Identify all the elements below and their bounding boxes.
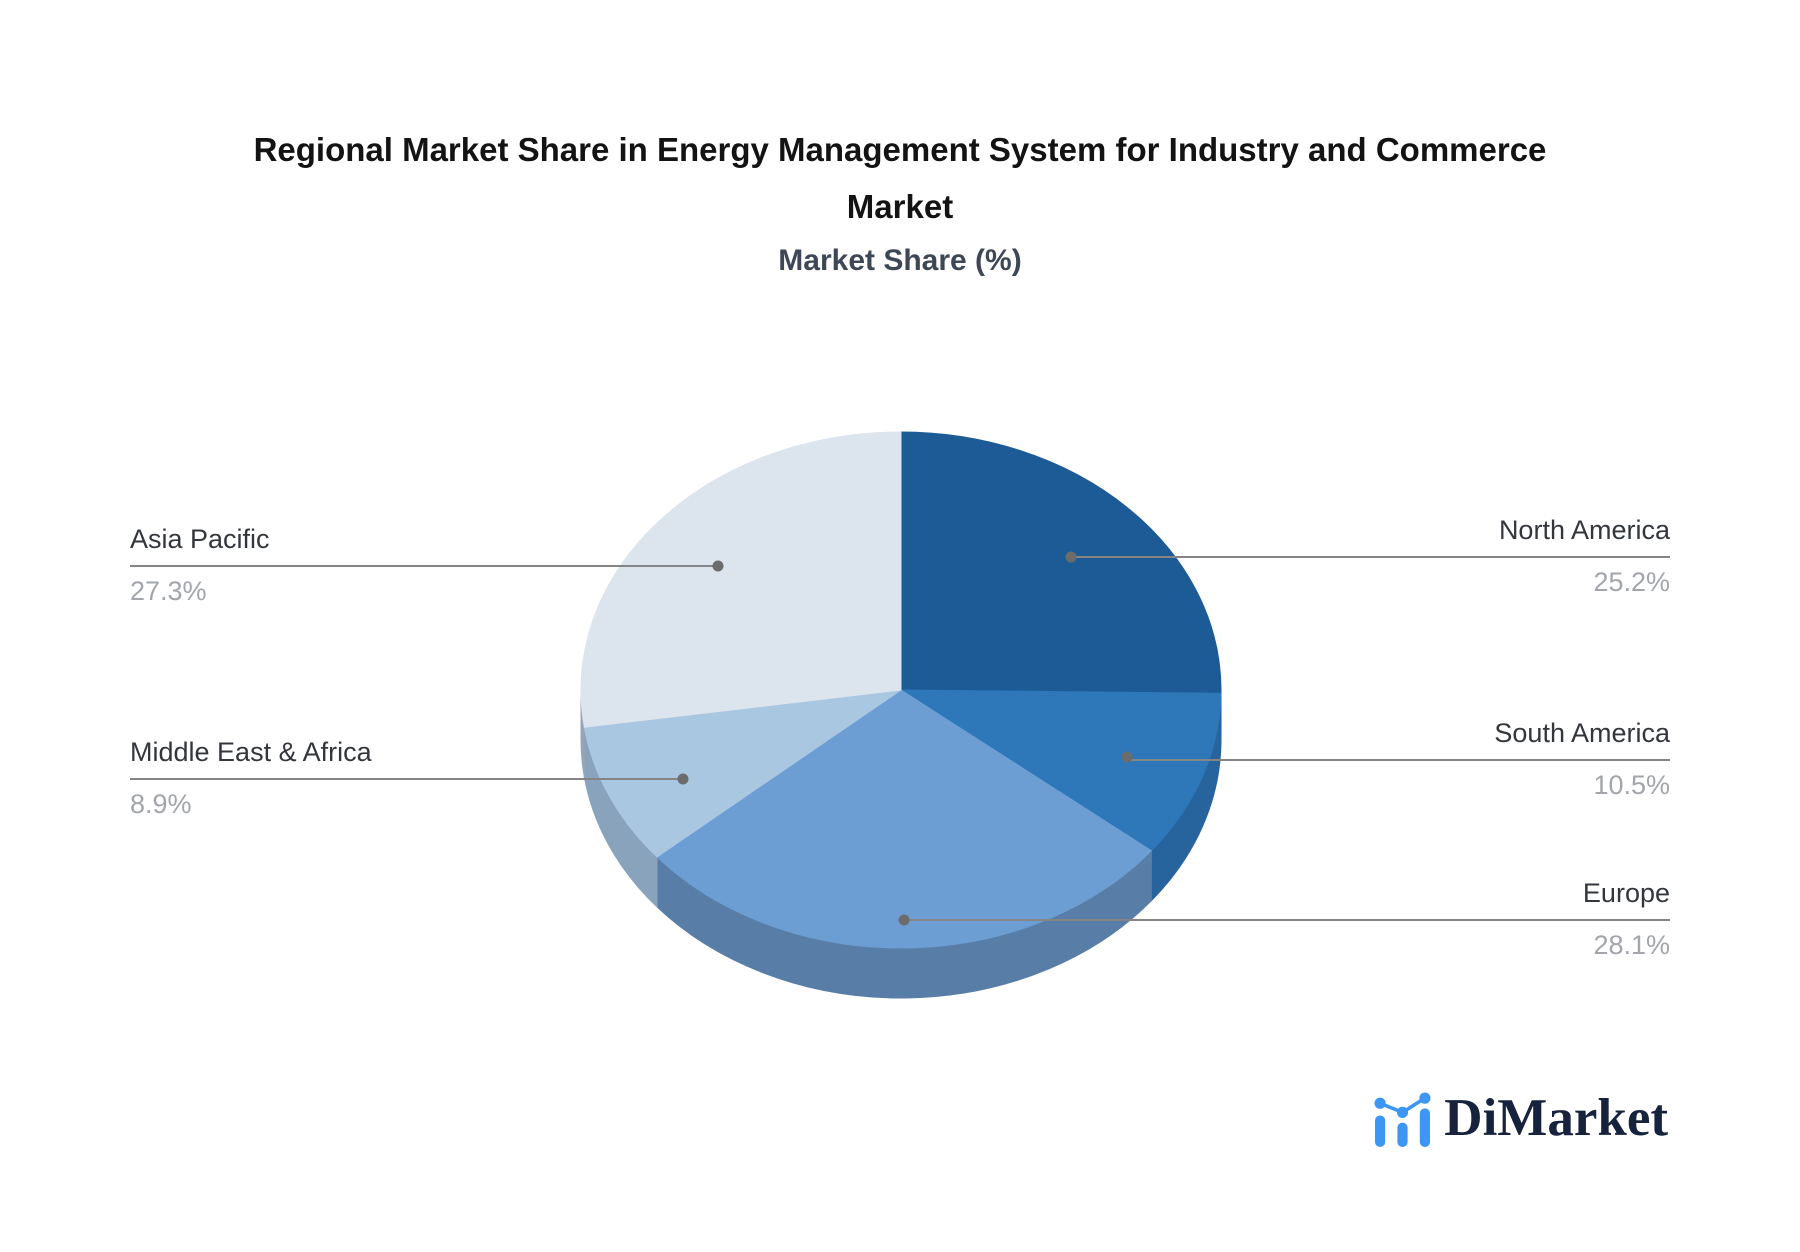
slice-label-text: Asia Pacific [130, 524, 270, 554]
label-leader-dot-middle-east-africa [677, 773, 689, 785]
dimarket-logo: DiMarket [1374, 1088, 1668, 1148]
slice-label-south-america: South America 10.5% [1050, 716, 1670, 800]
slice-label-middle-east-africa: Middle East & Africa 8.9% [130, 735, 750, 819]
chart-header: Regional Market Share in Energy Manageme… [0, 121, 1800, 278]
slice-label-percent: 10.5% [1593, 770, 1670, 800]
slice-label-text: North America [1498, 515, 1670, 545]
label-leader-dot-asia-pacific [712, 560, 724, 572]
slice-label-text: Europe [1582, 878, 1670, 908]
chart-subtitle: Market Share (%) [778, 244, 1022, 277]
slice-label-percent: 27.3% [130, 576, 207, 606]
pie-slice-europe [656, 689, 1153, 949]
slice-label-europe: Europe 28.1% [1050, 876, 1670, 960]
label-leader-dot-europe [898, 914, 910, 926]
chart-title-line-2: Market [846, 188, 954, 225]
slice-label-text: South America [1494, 718, 1670, 748]
slice-label-percent: 28.1% [1593, 930, 1670, 960]
logo-text: DiMarket [1444, 1089, 1668, 1147]
slice-label-asia-pacific: Asia Pacific 27.3% [130, 522, 750, 606]
slice-label-text: Middle East & Africa [130, 737, 372, 767]
label-leader-dot-south-america [1121, 751, 1133, 763]
slice-label-percent: 25.2% [1593, 567, 1670, 597]
pie-slice-asia-pacific [580, 431, 902, 728]
label-leader-dot-north-america [1065, 551, 1077, 563]
pie-slice-north-america [900, 431, 1222, 694]
chart-title-line-1: Regional Market Share in Energy Manageme… [253, 131, 1547, 168]
slice-label-percent: 8.9% [130, 789, 192, 819]
pie-slice-south-america [899, 689, 1222, 852]
bar-chart-logo-icon [1374, 1092, 1431, 1147]
pie-slice-middle-east-africa [583, 689, 902, 858]
slice-label-north-america: North America 25.2% [1050, 513, 1670, 597]
